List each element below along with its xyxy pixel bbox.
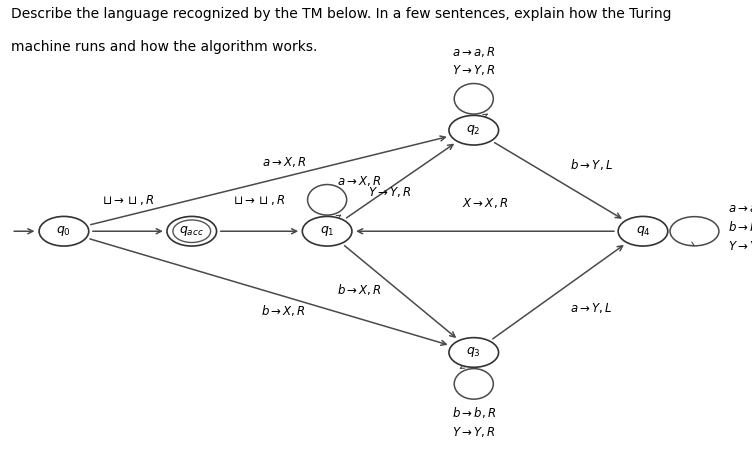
Text: $\sqcup \to \sqcup, R$: $\sqcup \to \sqcup, R$ [102, 193, 154, 207]
Text: $q_1$: $q_1$ [320, 224, 335, 238]
Text: $a \to a, L$
$b \to b, L$
$Y \to Y, L$: $a \to a, L$ $b \to b, L$ $Y \to Y, L$ [728, 201, 752, 253]
Text: $b \to Y, L$: $b \to Y, L$ [569, 157, 613, 172]
Text: $b \to b, R$
$Y \to Y, R$: $b \to b, R$ $Y \to Y, R$ [451, 405, 496, 439]
Text: $q_{acc}$: $q_{acc}$ [180, 224, 204, 238]
Circle shape [449, 115, 499, 145]
Text: $q_4$: $q_4$ [635, 224, 650, 238]
Text: $b \to X, R$: $b \to X, R$ [262, 303, 306, 318]
Text: Describe the language recognized by the TM below. In a few sentences, explain ho: Describe the language recognized by the … [11, 7, 672, 21]
Text: $b \to X, R$: $b \to X, R$ [337, 282, 381, 297]
Circle shape [167, 216, 217, 246]
Text: $q_0$: $q_0$ [56, 224, 71, 238]
Text: $q_2$: $q_2$ [466, 123, 481, 137]
Circle shape [618, 216, 668, 246]
Text: $a \to X, R$: $a \to X, R$ [337, 174, 381, 188]
Text: $\sqcup \to \sqcup, R$: $\sqcup \to \sqcup, R$ [233, 193, 286, 207]
Circle shape [449, 338, 499, 367]
Text: machine runs and how the algorithm works.: machine runs and how the algorithm works… [11, 40, 317, 54]
Text: $q_3$: $q_3$ [466, 345, 481, 360]
Text: $a \to Y, L$: $a \to Y, L$ [569, 301, 612, 315]
Text: $X \to X, R$: $X \to X, R$ [462, 196, 508, 210]
Circle shape [39, 216, 89, 246]
Circle shape [302, 216, 352, 246]
Text: $Y \to Y, R$: $Y \to Y, R$ [368, 185, 412, 199]
Text: $a \to a, R$
$Y \to Y, R$: $a \to a, R$ $Y \to Y, R$ [452, 45, 496, 77]
Text: $a \to X, R$: $a \to X, R$ [262, 155, 306, 170]
